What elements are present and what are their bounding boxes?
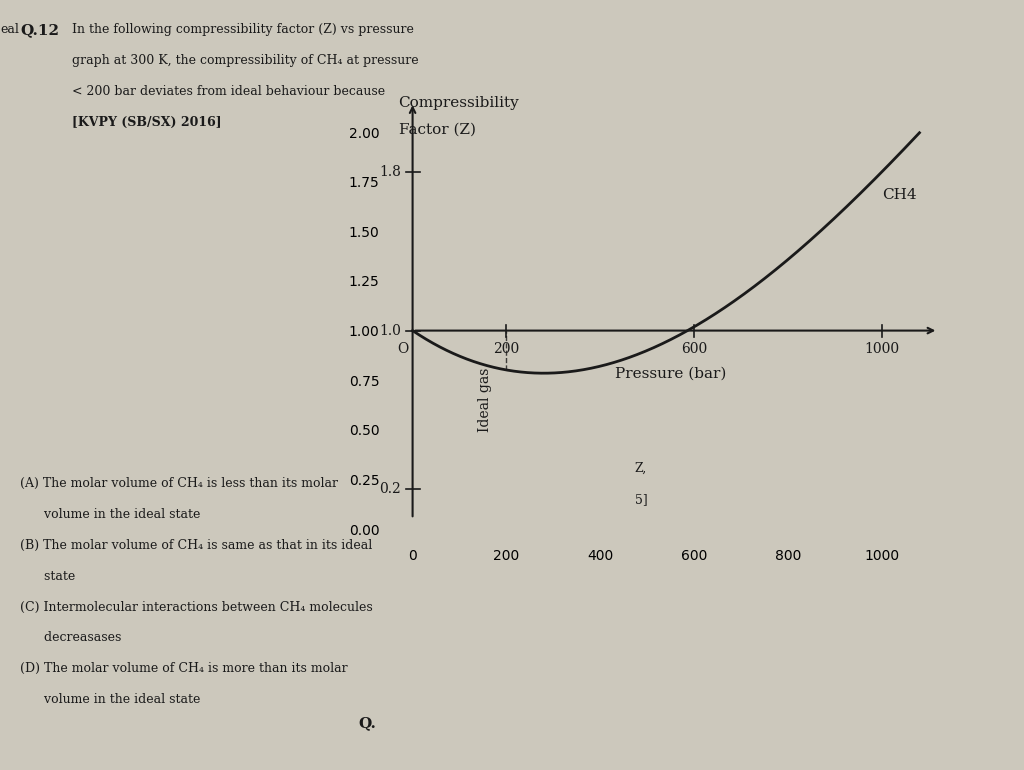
Text: 1.0: 1.0 xyxy=(379,323,400,337)
Text: [KVPY (SB/SX) 2016]: [KVPY (SB/SX) 2016] xyxy=(72,116,221,129)
Text: CH4: CH4 xyxy=(882,188,916,202)
Text: 1.8: 1.8 xyxy=(379,165,400,179)
Text: volume in the ideal state: volume in the ideal state xyxy=(20,508,201,521)
Text: Q.12: Q.12 xyxy=(20,23,59,37)
Text: Compressibility: Compressibility xyxy=(398,96,519,110)
Text: (A) The molar volume of CH₄ is less than its molar: (A) The molar volume of CH₄ is less than… xyxy=(20,477,339,490)
Text: 0.2: 0.2 xyxy=(379,482,400,497)
Text: Pressure (bar): Pressure (bar) xyxy=(615,367,726,380)
Text: Ideal gas: Ideal gas xyxy=(478,368,493,432)
Text: (B) The molar volume of CH₄ is same as that in its ideal: (B) The molar volume of CH₄ is same as t… xyxy=(20,539,373,552)
Text: (D) The molar volume of CH₄ is more than its molar: (D) The molar volume of CH₄ is more than… xyxy=(20,662,348,675)
Text: Factor (Z): Factor (Z) xyxy=(398,122,475,136)
Text: volume in the ideal state: volume in the ideal state xyxy=(20,693,201,706)
Text: 1000: 1000 xyxy=(864,343,899,357)
Text: O: O xyxy=(397,343,409,357)
Text: Q.: Q. xyxy=(358,716,376,730)
Text: eal: eal xyxy=(0,23,18,36)
Text: (C) Intermolecular interactions between CH₄ molecules: (C) Intermolecular interactions between … xyxy=(20,601,373,614)
Text: decreasases: decreasases xyxy=(20,631,122,644)
Text: 200: 200 xyxy=(494,343,519,357)
Text: In the following compressibility factor (Z) vs pressure: In the following compressibility factor … xyxy=(72,23,414,36)
Text: state: state xyxy=(20,570,76,583)
Text: < 200 bar deviates from ideal behaviour because: < 200 bar deviates from ideal behaviour … xyxy=(72,85,385,98)
Text: 5]: 5] xyxy=(635,493,647,506)
Text: Z,: Z, xyxy=(635,462,647,475)
Text: graph at 300 K, the compressibility of CH₄ at pressure: graph at 300 K, the compressibility of C… xyxy=(72,54,419,67)
Text: 600: 600 xyxy=(681,343,708,357)
